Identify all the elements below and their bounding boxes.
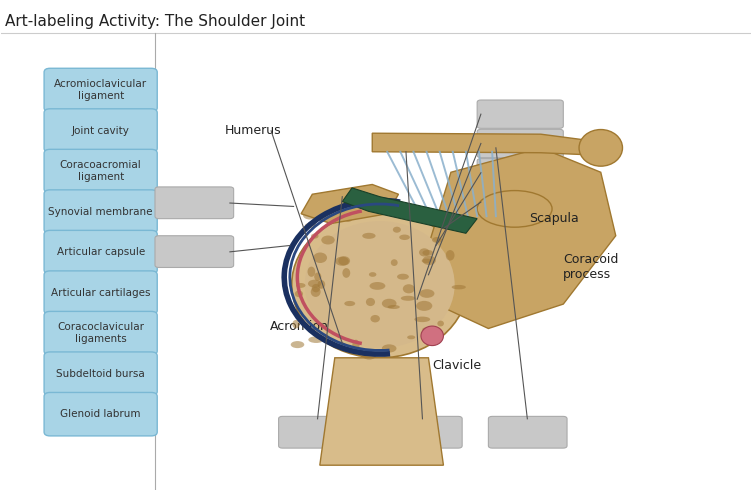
Ellipse shape — [342, 268, 350, 278]
Ellipse shape — [308, 280, 321, 288]
Polygon shape — [320, 358, 444, 465]
Text: Articular cartilages: Articular cartilages — [51, 288, 150, 298]
Text: Art-labeling Activity: The Shoulder Joint: Art-labeling Activity: The Shoulder Join… — [5, 14, 305, 28]
Ellipse shape — [478, 191, 552, 227]
Ellipse shape — [335, 257, 349, 266]
FancyBboxPatch shape — [44, 190, 157, 233]
Ellipse shape — [305, 221, 455, 348]
Ellipse shape — [366, 298, 375, 306]
Text: Coracoacromial
ligament: Coracoacromial ligament — [60, 160, 141, 182]
Ellipse shape — [416, 301, 432, 311]
Ellipse shape — [362, 233, 375, 239]
FancyBboxPatch shape — [44, 68, 157, 112]
Ellipse shape — [423, 327, 433, 331]
Ellipse shape — [441, 224, 453, 230]
Ellipse shape — [423, 250, 433, 256]
Ellipse shape — [422, 259, 432, 263]
Ellipse shape — [369, 272, 377, 277]
Ellipse shape — [393, 227, 401, 233]
Ellipse shape — [403, 284, 414, 293]
Polygon shape — [342, 188, 478, 233]
FancyBboxPatch shape — [478, 100, 563, 128]
Ellipse shape — [311, 287, 320, 297]
FancyBboxPatch shape — [44, 311, 157, 355]
Ellipse shape — [387, 305, 400, 309]
Ellipse shape — [295, 291, 303, 297]
Ellipse shape — [407, 335, 415, 339]
Text: Synovial membrane: Synovial membrane — [48, 207, 153, 217]
Ellipse shape — [382, 344, 396, 353]
Ellipse shape — [438, 321, 444, 327]
FancyBboxPatch shape — [155, 236, 234, 268]
Ellipse shape — [308, 221, 317, 226]
Ellipse shape — [361, 208, 376, 217]
Text: Coracoid
process: Coracoid process — [563, 253, 619, 281]
Ellipse shape — [432, 237, 442, 243]
Ellipse shape — [371, 315, 380, 323]
FancyBboxPatch shape — [44, 109, 157, 152]
Ellipse shape — [334, 218, 341, 223]
Polygon shape — [301, 185, 399, 223]
Ellipse shape — [321, 236, 335, 245]
Ellipse shape — [399, 235, 410, 240]
Ellipse shape — [317, 280, 325, 289]
Text: Scapula: Scapula — [529, 212, 579, 225]
Text: Articular capsule: Articular capsule — [56, 247, 145, 257]
Ellipse shape — [292, 211, 468, 358]
FancyBboxPatch shape — [478, 159, 563, 187]
Polygon shape — [372, 133, 597, 155]
FancyBboxPatch shape — [155, 187, 234, 218]
FancyBboxPatch shape — [44, 230, 157, 274]
Ellipse shape — [419, 248, 429, 256]
Ellipse shape — [362, 350, 377, 359]
Text: Acromioclavicular
ligament: Acromioclavicular ligament — [54, 79, 147, 101]
Ellipse shape — [401, 296, 415, 301]
Text: Coracoclavicular
ligaments: Coracoclavicular ligaments — [57, 322, 144, 344]
Ellipse shape — [311, 234, 319, 239]
Ellipse shape — [308, 267, 315, 277]
Ellipse shape — [314, 273, 321, 281]
Ellipse shape — [446, 250, 454, 261]
Ellipse shape — [344, 215, 353, 222]
Ellipse shape — [423, 256, 436, 265]
FancyBboxPatch shape — [44, 352, 157, 395]
Text: Glenoid labrum: Glenoid labrum — [60, 409, 141, 419]
FancyBboxPatch shape — [44, 392, 157, 436]
Ellipse shape — [312, 284, 320, 292]
Ellipse shape — [314, 252, 327, 263]
Ellipse shape — [338, 256, 350, 266]
Text: Joint cavity: Joint cavity — [71, 126, 129, 136]
Ellipse shape — [305, 223, 316, 228]
Ellipse shape — [421, 326, 444, 346]
Ellipse shape — [369, 282, 385, 290]
Ellipse shape — [353, 340, 359, 350]
Text: Humerus: Humerus — [225, 124, 281, 137]
FancyBboxPatch shape — [278, 416, 357, 448]
FancyBboxPatch shape — [384, 416, 462, 448]
Text: Clavicle: Clavicle — [432, 358, 481, 372]
Ellipse shape — [296, 283, 305, 288]
Ellipse shape — [344, 301, 355, 306]
FancyBboxPatch shape — [488, 416, 567, 448]
FancyBboxPatch shape — [44, 149, 157, 193]
Ellipse shape — [579, 130, 623, 166]
Ellipse shape — [303, 210, 317, 219]
Ellipse shape — [414, 317, 430, 322]
Ellipse shape — [291, 341, 305, 348]
Ellipse shape — [382, 299, 396, 308]
Text: Subdeltoid bursa: Subdeltoid bursa — [56, 369, 145, 379]
Ellipse shape — [420, 289, 435, 298]
Ellipse shape — [452, 285, 466, 289]
FancyBboxPatch shape — [478, 129, 563, 158]
FancyBboxPatch shape — [44, 271, 157, 314]
Ellipse shape — [293, 320, 300, 328]
Polygon shape — [429, 148, 616, 328]
FancyBboxPatch shape — [478, 188, 563, 216]
Ellipse shape — [397, 273, 409, 280]
Ellipse shape — [422, 213, 433, 218]
Ellipse shape — [391, 259, 398, 266]
Ellipse shape — [308, 336, 324, 343]
Text: Acromion: Acromion — [270, 320, 329, 332]
